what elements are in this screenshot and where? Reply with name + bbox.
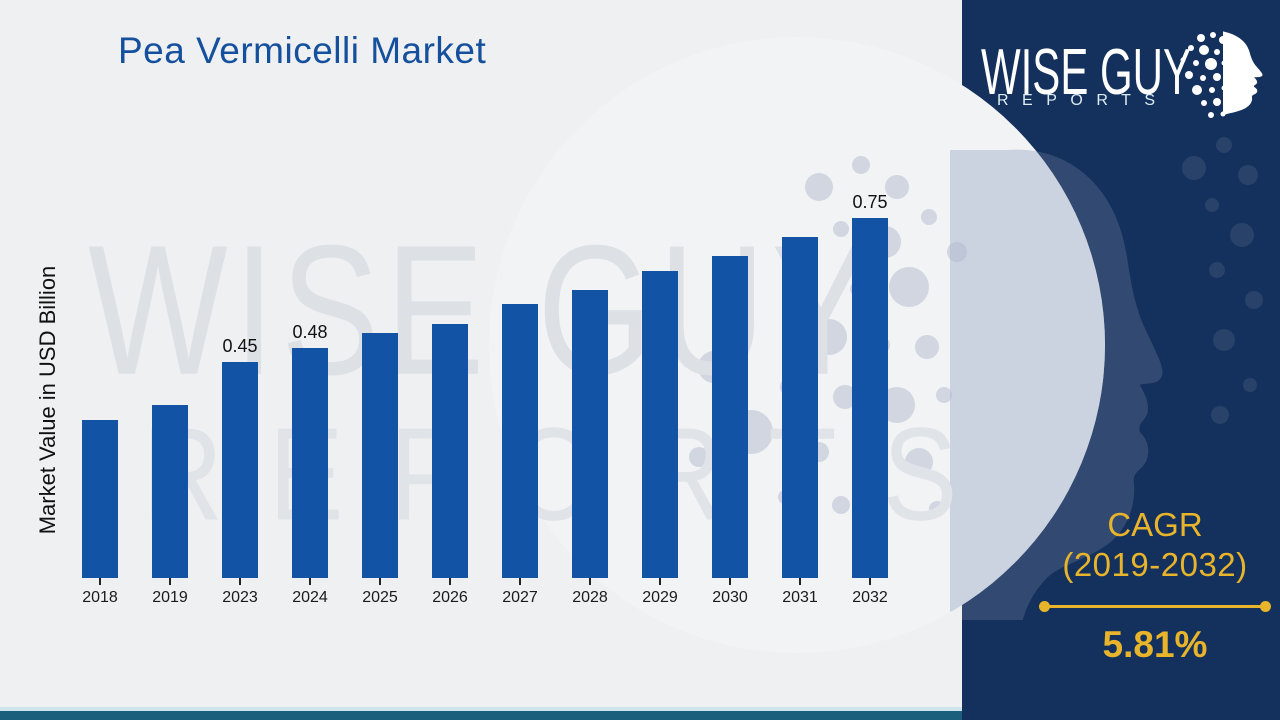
brand-subname: REPORTS	[997, 92, 1169, 109]
y-axis-label: Market Value in USD Billion	[35, 265, 60, 535]
logo-dot-pattern	[1180, 32, 1227, 118]
x-tick-label-2026: 2026	[432, 589, 468, 606]
x-tick-2026	[449, 578, 451, 585]
cagr-divider	[1039, 601, 1271, 612]
bottom-strip-light	[0, 707, 962, 711]
x-tick-label-2018: 2018	[82, 589, 118, 606]
x-tick-2025	[379, 578, 381, 585]
cagr-range: (2019-2032)	[1062, 546, 1248, 583]
x-tick-2023	[239, 578, 241, 585]
x-tick-label-2019: 2019	[152, 589, 188, 606]
brand-logo: WISE GUY REPORTS	[975, 28, 1275, 138]
brand-name: WISE GUY	[981, 35, 1192, 109]
cagr-label: CAGR	[1107, 506, 1203, 543]
bar-2018	[82, 420, 118, 578]
x-tick-label-2023: 2023	[222, 589, 258, 606]
x-tick-label-2024: 2024	[292, 589, 328, 606]
x-tick-2018	[99, 578, 101, 585]
panel-dot-pattern	[1182, 137, 1263, 424]
x-tick-2019	[169, 578, 171, 585]
watermark-text-2: REPORTS	[142, 400, 1004, 548]
cagr-value: 5.81%	[1102, 624, 1208, 665]
x-tick-2024	[309, 578, 311, 585]
x-tick-label-2025: 2025	[362, 589, 398, 606]
cagr-block: CAGR (2019-2032) 5.81%	[1039, 505, 1271, 666]
bottom-strip	[0, 711, 962, 720]
logo-face-icon	[1223, 30, 1263, 125]
watermark-text-1: WISE GUY	[88, 207, 877, 414]
page-title: Pea Vermicelli Market	[118, 30, 487, 71]
